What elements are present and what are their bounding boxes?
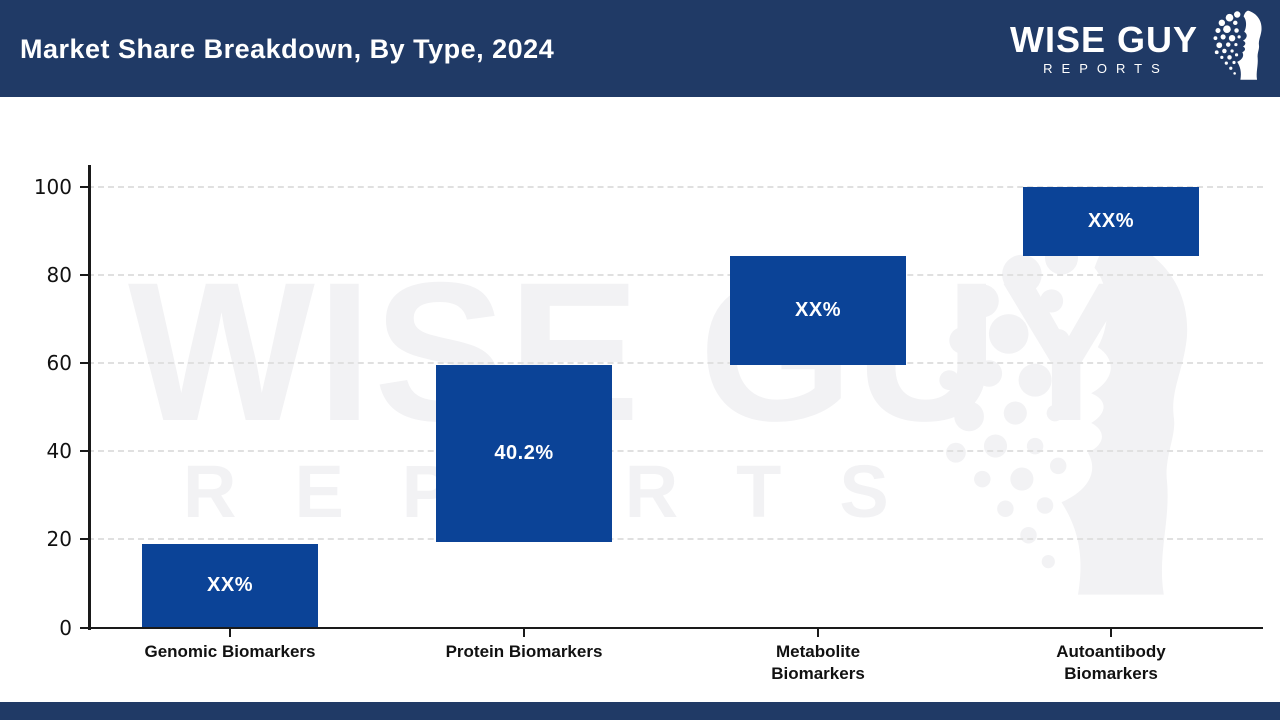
bar-value-label: 40.2% [494, 441, 554, 464]
bar-segment: XX% [730, 256, 906, 365]
bar-value-label: XX% [1088, 210, 1134, 233]
x-category-label: Metabolite Biomarkers [688, 641, 948, 685]
y-tick-label: 20 [46, 527, 72, 552]
x-tick-mark [1110, 629, 1112, 637]
x-tick-mark [817, 629, 819, 637]
y-tick-mark [80, 362, 88, 365]
y-tick-mark [80, 626, 88, 629]
watermark-line1: WISE GUY [128, 241, 1135, 462]
y-axis [88, 165, 91, 630]
gridline [88, 274, 1263, 277]
y-tick-label: 60 [46, 351, 72, 376]
x-tick-mark [523, 629, 525, 637]
y-tick-mark [80, 186, 88, 188]
y-tick-mark [80, 450, 88, 453]
dotted-head-icon [1202, 8, 1266, 90]
y-tick-mark [80, 274, 88, 277]
gridline [88, 186, 1263, 188]
x-tick-mark [229, 629, 231, 637]
x-category-label-line: Metabolite [775, 641, 861, 661]
x-axis [88, 626, 1263, 629]
bar-value-label: XX% [795, 299, 841, 322]
x-category-label-line: Protein Biomarkers [445, 641, 603, 661]
x-category-label: Protein Biomarkers [394, 641, 654, 663]
gridline [88, 538, 1263, 541]
bar-value-label: XX% [207, 574, 253, 597]
x-category-label: Genomic Biomarkers [100, 641, 360, 663]
x-category-label-line: Autoantibody [1056, 641, 1166, 661]
brand-name: WISE GUY [1009, 19, 1198, 60]
brand-subtitle: REPORTS [1043, 61, 1169, 76]
chart-area: WISE GUY REPORTS 0 20 40 60 80 100 XX% 40.2% XX%… [0, 97, 1280, 702]
watermark-text: WISE GUY REPORTS [128, 252, 1134, 532]
y-tick-label: 40 [46, 439, 72, 464]
bar-segment: XX% [142, 543, 318, 628]
x-category-label: Autoantibody Biomarkers [981, 641, 1241, 685]
gridline [88, 450, 1263, 453]
bar-segment: XX% [1023, 187, 1199, 257]
watermark-head-icon [880, 225, 1210, 626]
bar-segment: 40.2% [436, 364, 612, 543]
watermark-line2: REPORTS [183, 452, 1134, 532]
footer-bar [0, 702, 1280, 720]
x-category-label-line: Genomic Biomarkers [144, 641, 316, 661]
y-tick-mark [80, 538, 88, 541]
x-category-label-line: Biomarkers [1064, 663, 1158, 683]
x-category-label-line: Biomarkers [771, 663, 865, 683]
y-tick-label: 80 [46, 263, 72, 288]
y-tick-label: 100 [33, 175, 72, 199]
y-tick-label: 0 [59, 615, 72, 640]
header-bar: Market Share Breakdown, By Type, 2024 WI… [0, 0, 1280, 97]
gridline [88, 362, 1263, 365]
page-title: Market Share Breakdown, By Type, 2024 [20, 34, 555, 64]
brand-logo: WISE GUY REPORTS [1010, 6, 1266, 92]
brand-logo-text: WISE GUY REPORTS [1009, 19, 1198, 77]
